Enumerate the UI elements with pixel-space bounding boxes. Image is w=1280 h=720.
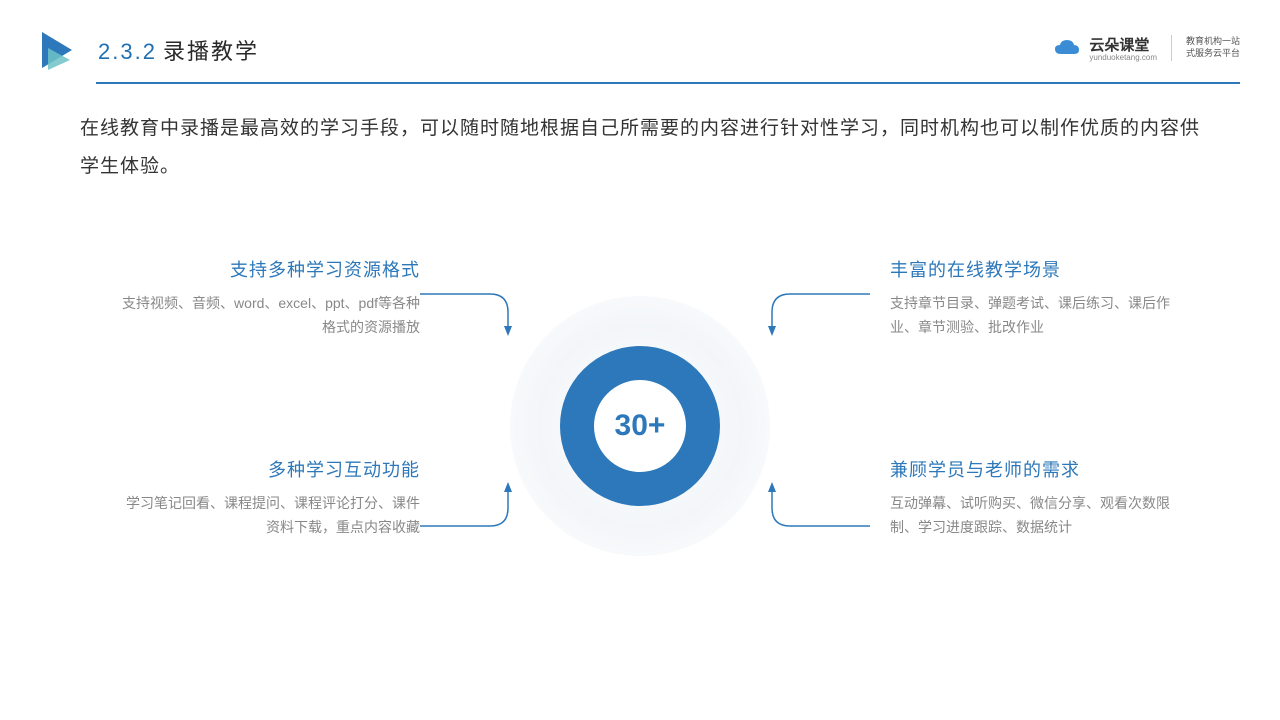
feature-desc: 互动弹幕、试听购买、微信分享、观看次数限制、学习进度跟踪、数据统计 — [890, 492, 1190, 540]
feature-top-left: 支持多种学习资源格式 支持视频、音频、word、excel、ppt、pdf等各种… — [120, 256, 420, 340]
logo-name: 云朵课堂 — [1089, 34, 1157, 55]
intro-paragraph: 在线教育中录播是最高效的学习手段，可以随时随地根据自己所需要的内容进行针对性学习… — [0, 70, 1280, 186]
connector-tr — [730, 286, 870, 346]
feature-top-right: 丰富的在线教学场景 支持章节目录、弹题考试、课后练习、课后作业、章节测验、批改作… — [890, 256, 1190, 340]
logo-tagline: 教育机构一站 式服务云平台 — [1186, 36, 1240, 59]
logo-tagline-2: 式服务云平台 — [1186, 48, 1240, 60]
feature-desc: 学习笔记回看、课程提问、课程评论打分、课件资料下载，重点内容收藏 — [120, 492, 420, 540]
logo-text-block: 云朵课堂 yunduoketang.com — [1089, 34, 1157, 62]
feature-title: 多种学习互动功能 — [120, 456, 420, 482]
center-value: 30+ — [615, 409, 666, 443]
feature-title: 兼顾学员与老师的需求 — [890, 456, 1190, 482]
section-title: 2.3.2录播教学 — [98, 34, 259, 66]
title-underline — [96, 82, 1240, 84]
slide-header: 2.3.2录播教学 云朵课堂 yunduoketang.com 教育机构一站 式… — [0, 0, 1280, 70]
section-number: 2.3.2 — [98, 39, 157, 64]
brand-logo: 云朵课堂 yunduoketang.com 教育机构一站 式服务云平台 — [1053, 30, 1240, 62]
center-halo: 30+ — [510, 296, 770, 556]
feature-bottom-right: 兼顾学员与老师的需求 互动弹幕、试听购买、微信分享、观看次数限制、学习进度跟踪、… — [890, 456, 1190, 540]
logo-divider — [1171, 35, 1172, 61]
feature-desc: 支持视频、音频、word、excel、ppt、pdf等各种格式的资源播放 — [120, 292, 420, 340]
logo-domain: yunduoketang.com — [1089, 53, 1157, 62]
feature-diagram: 30+ 支持多种学习资源格式 支持视频、音频、word、excel、ppt、pd… — [0, 216, 1280, 636]
feature-desc: 支持章节目录、弹题考试、课后练习、课后作业、章节测验、批改作业 — [890, 292, 1190, 340]
feature-bottom-left: 多种学习互动功能 学习笔记回看、课程提问、课程评论打分、课件资料下载，重点内容收… — [120, 456, 420, 540]
section-title-text: 录播教学 — [163, 39, 259, 64]
cloud-icon — [1053, 38, 1081, 58]
feature-title: 丰富的在线教学场景 — [890, 256, 1190, 282]
center-ring: 30+ — [560, 346, 720, 506]
logo-tagline-1: 教育机构一站 — [1186, 36, 1240, 48]
title-area: 2.3.2录播教学 — [40, 30, 259, 70]
connector-tl — [420, 286, 550, 346]
feature-title: 支持多种学习资源格式 — [120, 256, 420, 282]
play-icon — [40, 30, 80, 70]
